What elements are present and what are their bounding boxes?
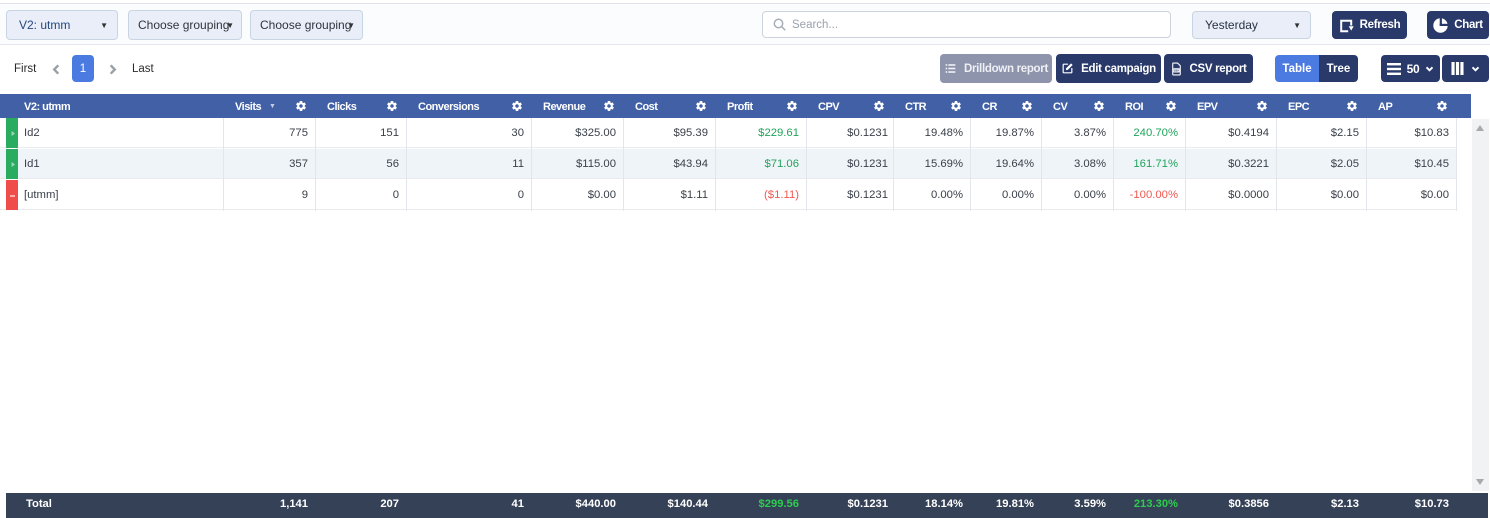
svg-text:csv: csv	[1174, 68, 1179, 72]
